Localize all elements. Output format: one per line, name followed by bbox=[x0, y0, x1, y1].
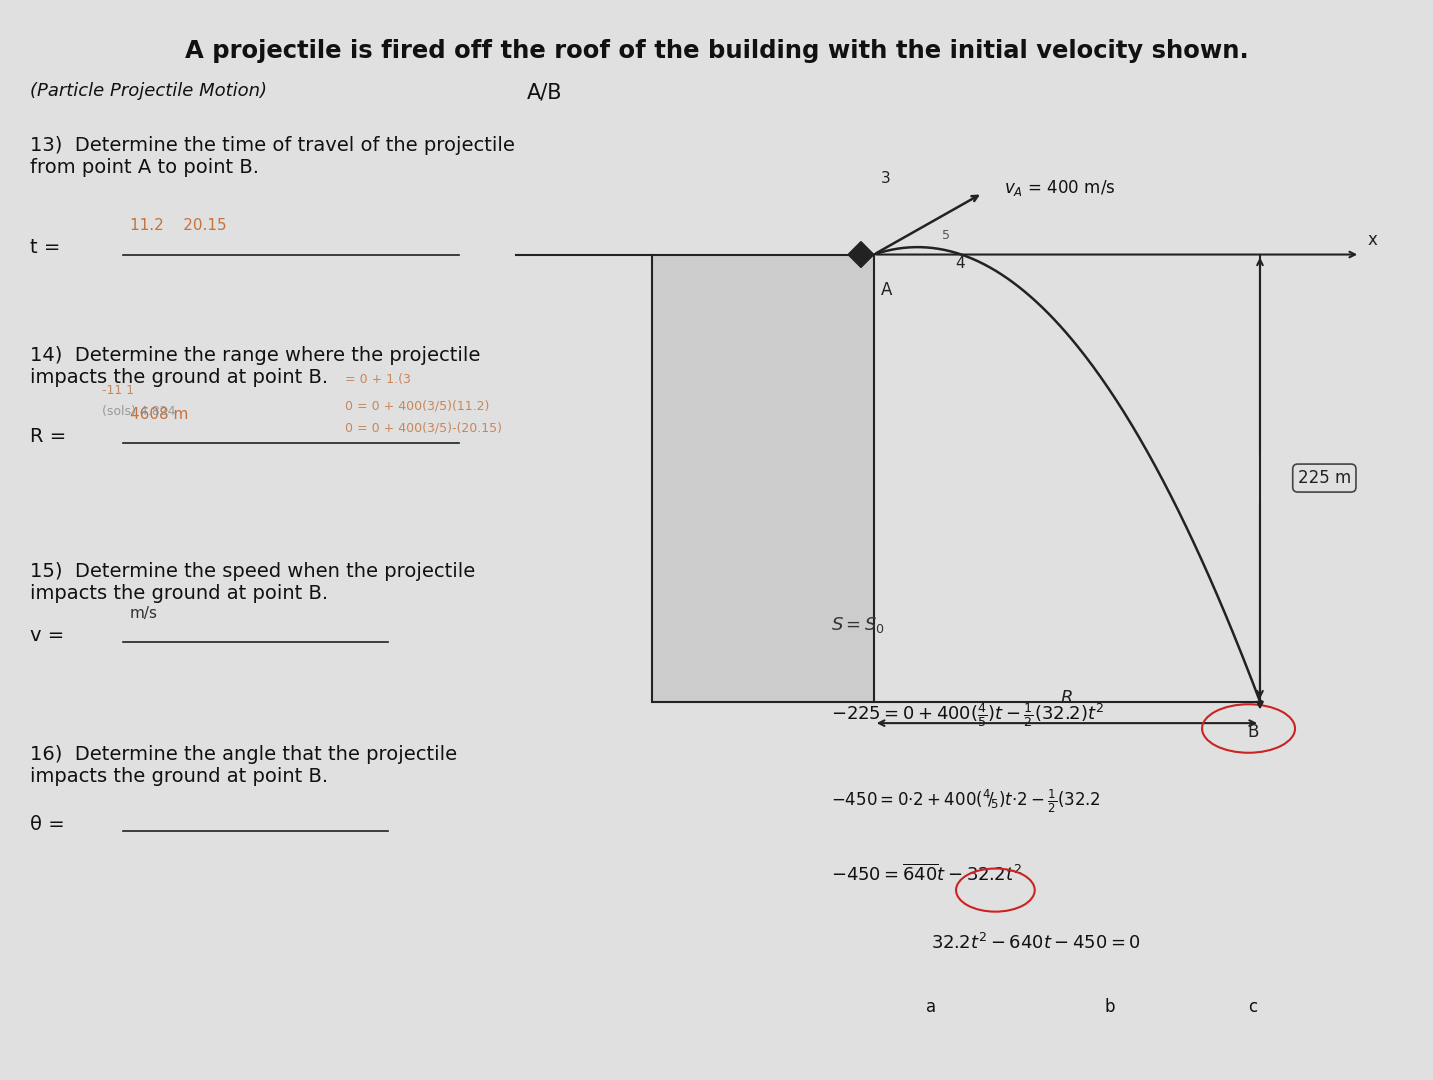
Text: b: b bbox=[1105, 998, 1115, 1016]
Text: θ =: θ = bbox=[30, 814, 72, 834]
Text: A/B: A/B bbox=[527, 82, 563, 103]
Text: $S = S_0$: $S = S_0$ bbox=[831, 616, 886, 635]
Text: -11 1: -11 1 bbox=[102, 383, 133, 396]
Text: 5: 5 bbox=[943, 229, 950, 242]
Text: a: a bbox=[926, 998, 936, 1016]
Text: 14)  Determine the range where the projectile
impacts the ground at point B.: 14) Determine the range where the projec… bbox=[30, 346, 480, 387]
Text: 0 = 0 + 400(3/5)(11.2): 0 = 0 + 400(3/5)(11.2) bbox=[345, 400, 489, 413]
Polygon shape bbox=[848, 242, 874, 268]
Text: t =: t = bbox=[30, 239, 66, 257]
Bar bbox=[652, 255, 874, 702]
Text: R =: R = bbox=[30, 427, 73, 446]
Text: 4: 4 bbox=[954, 256, 964, 271]
Text: 3: 3 bbox=[880, 171, 890, 186]
Text: 16)  Determine the angle that the projectile
impacts the ground at point B.: 16) Determine the angle that the project… bbox=[30, 745, 457, 785]
Text: $-450 = \overline{640}t - 32.2t^2$: $-450 = \overline{640}t - 32.2t^2$ bbox=[831, 863, 1022, 885]
Text: 0 = 0 + 400(3/5)-(20.15): 0 = 0 + 400(3/5)-(20.15) bbox=[345, 421, 502, 434]
Text: R: R bbox=[1060, 689, 1073, 707]
Text: $v_A$ = 400 m/s: $v_A$ = 400 m/s bbox=[1005, 178, 1115, 198]
Text: 15)  Determine the speed when the projectile
impacts the ground at point B.: 15) Determine the speed when the project… bbox=[30, 562, 476, 603]
Text: 11.2    20.15: 11.2 20.15 bbox=[130, 218, 226, 233]
Text: m/s: m/s bbox=[130, 606, 158, 621]
Text: A: A bbox=[881, 282, 893, 299]
Text: (sols) 4.824: (sols) 4.824 bbox=[102, 405, 175, 418]
Text: 225 m: 225 m bbox=[1298, 469, 1351, 487]
Text: (Particle Projectile Motion): (Particle Projectile Motion) bbox=[30, 82, 267, 100]
Text: A projectile is fired off the roof of the building with the initial velocity sho: A projectile is fired off the roof of th… bbox=[185, 39, 1248, 63]
Text: 13)  Determine the time of travel of the projectile
from point A to point B.: 13) Determine the time of travel of the … bbox=[30, 136, 514, 177]
Text: = 0 + 1.(3: = 0 + 1.(3 bbox=[345, 373, 410, 386]
Text: B: B bbox=[1247, 724, 1258, 741]
Text: x: x bbox=[1367, 231, 1377, 249]
Text: 4608 m: 4608 m bbox=[130, 406, 189, 421]
Text: $-450 = 0{\cdot}2 + 400(^4\!/\!_5)t{\cdot}2 - \frac{1}{2}(32.2$: $-450 = 0{\cdot}2 + 400(^4\!/\!_5)t{\cdo… bbox=[831, 787, 1101, 815]
Text: $32.2t^2 - 640t - 450 = 0$: $32.2t^2 - 640t - 450 = 0$ bbox=[931, 933, 1141, 954]
Text: v =: v = bbox=[30, 626, 70, 645]
Text: c: c bbox=[1248, 998, 1257, 1016]
Text: $-225 = 0 + 400(\frac{4}{5})t - \frac{1}{2}(32.2)t^2$: $-225 = 0 + 400(\frac{4}{5})t - \frac{1}… bbox=[831, 702, 1105, 729]
